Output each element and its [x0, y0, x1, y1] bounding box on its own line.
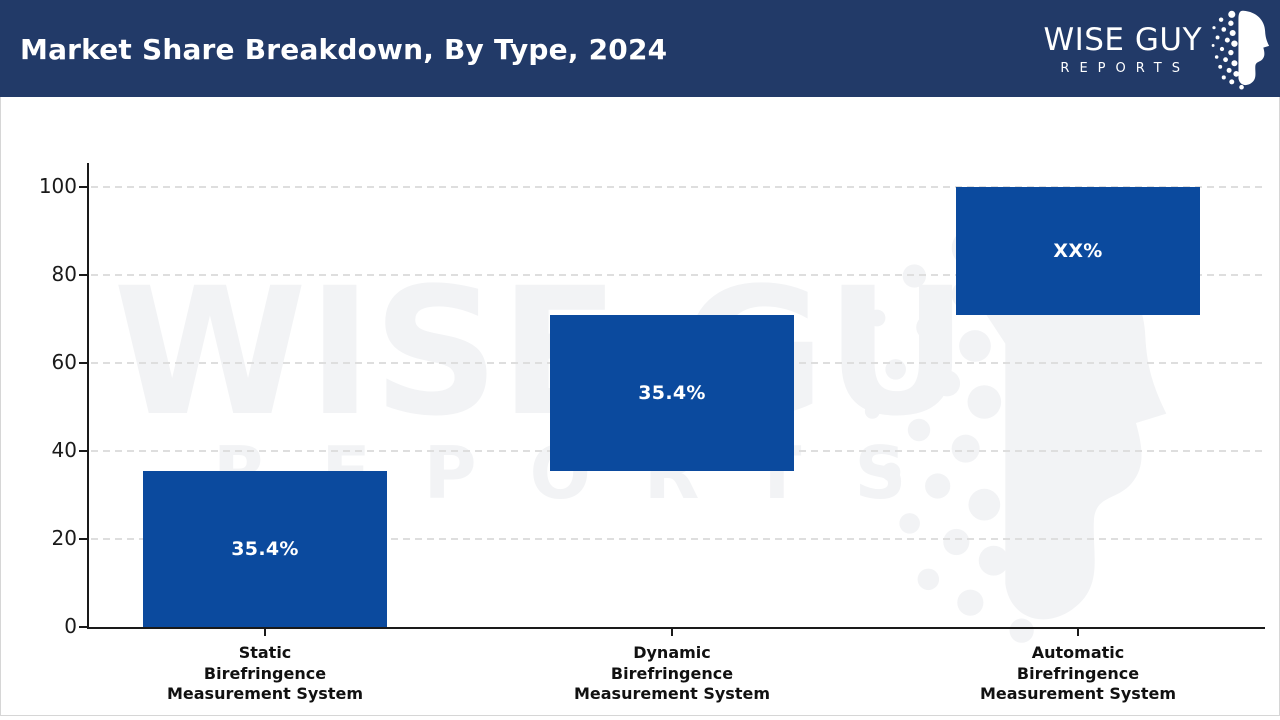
y-tick-label: 20: [51, 526, 77, 550]
bar-value-label: 35.4%: [638, 382, 706, 405]
bar-value-label: XX%: [1053, 240, 1103, 263]
y-tick-label: 80: [51, 262, 77, 286]
y-tick-mark: [79, 186, 87, 188]
chart-plot-area: WISE GUY R E P O R T S 0 20 40 60 80 100 35.4%…: [0, 97, 1280, 716]
x-category-label: Automatic Birefringence Measurement Syst…: [979, 643, 1176, 703]
x-tick-mark: [264, 629, 266, 636]
y-tick-label: 100: [38, 174, 77, 198]
y-tick-mark: [79, 626, 87, 628]
market-share-bar: 35.4%: [550, 315, 794, 472]
y-gridline: [91, 274, 1265, 276]
y-tick-mark: [79, 362, 87, 364]
market-share-bar: 35.4%: [143, 471, 387, 627]
logo-wordmark: WISE GUY: [1043, 22, 1202, 58]
wiseguy-logo: WISE GUY REPORTS: [1043, 4, 1270, 94]
x-category-label: Static Birefringence Measurement System: [166, 643, 363, 703]
x-tick-mark: [1077, 629, 1079, 636]
x-category-label: Dynamic Birefringence Measurement System: [573, 643, 770, 703]
y-tick-mark: [79, 450, 87, 452]
wiseguy-face-icon: [1211, 10, 1270, 90]
logo-subtitle: REPORTS: [1060, 61, 1191, 76]
y-tick-mark: [79, 538, 87, 540]
y-gridline: [91, 538, 1265, 540]
x-axis-line: [87, 627, 1265, 629]
y-axis-line: [87, 163, 89, 629]
y-tick-label: 60: [51, 350, 77, 374]
chart-title: Market Share Breakdown, By Type, 2024: [20, 33, 668, 66]
bar-value-label: 35.4%: [231, 538, 299, 561]
x-tick-mark: [671, 629, 673, 636]
y-tick-label: 40: [51, 438, 77, 462]
header-bar: Market Share Breakdown, By Type, 2024 WI…: [0, 0, 1280, 97]
market-share-bar: XX%: [956, 187, 1200, 316]
y-tick-mark: [79, 274, 87, 276]
y-gridline: [91, 186, 1265, 188]
y-tick-label: 0: [64, 614, 77, 638]
logo-text: WISE GUY REPORTS: [1043, 22, 1202, 76]
